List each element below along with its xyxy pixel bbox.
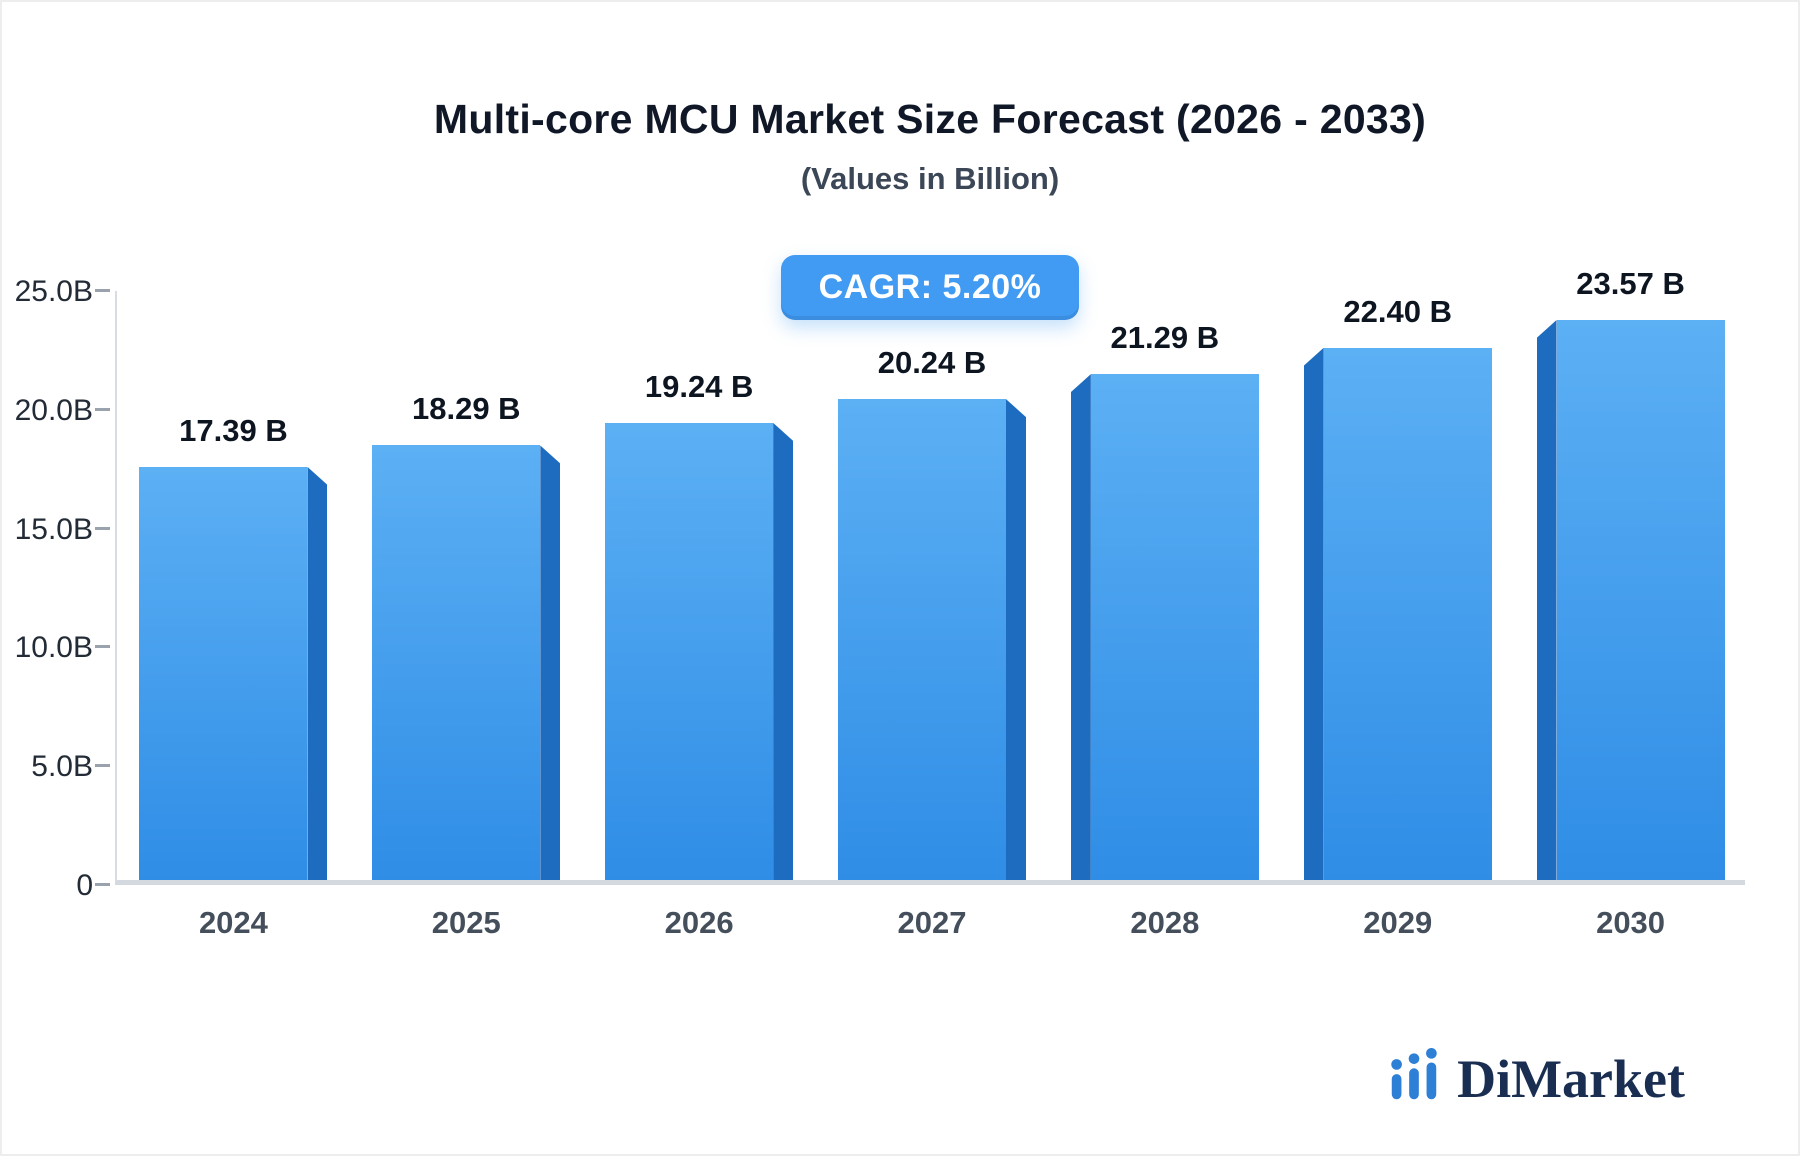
y-tick-label: 15.0B bbox=[14, 512, 93, 546]
y-tick-label: 10.0B bbox=[14, 631, 93, 665]
bar-chart-icon bbox=[1391, 1048, 1437, 1100]
brand-name: DiMarket bbox=[1457, 1049, 1685, 1109]
bar-face bbox=[139, 466, 308, 880]
bar-value-label: 18.29 B bbox=[411, 391, 521, 427]
x-tick-label: 2029 bbox=[1363, 905, 1433, 940]
bar-value-label: 20.24 B bbox=[877, 345, 987, 381]
cagr-badge: CAGR: 5.20% bbox=[780, 255, 1080, 320]
chart-title: Multi-core MCU Market Size Forecast (202… bbox=[433, 96, 1427, 142]
bar bbox=[838, 399, 1026, 880]
bar bbox=[372, 445, 561, 880]
bar-value-label: 23.57 B bbox=[1576, 265, 1685, 301]
y-tick-mark bbox=[95, 645, 110, 649]
bar-value-label: 21.29 B bbox=[1110, 320, 1220, 356]
cagr-label: CAGR: 5.20% bbox=[818, 268, 1042, 306]
bar-side bbox=[1303, 347, 1324, 880]
bar-side bbox=[540, 445, 561, 880]
bar-side bbox=[1006, 399, 1026, 880]
bar-face bbox=[372, 445, 541, 880]
bar-face bbox=[1556, 319, 1725, 880]
bar-face bbox=[1323, 347, 1492, 880]
brand-logo: DiMarket bbox=[1385, 1048, 1685, 1106]
y-tick-mark bbox=[95, 407, 110, 411]
bar-side bbox=[773, 422, 794, 880]
bar bbox=[605, 422, 794, 880]
y-tick-label: 0 bbox=[76, 869, 93, 902]
cagr-badge-row: CAGR: 5.20% bbox=[115, 255, 1745, 320]
bar-face bbox=[838, 399, 1006, 880]
bar-value-label: 19.24 B bbox=[644, 368, 754, 404]
bar-side bbox=[1536, 319, 1557, 880]
y-tick-mark bbox=[95, 526, 110, 530]
y-tick-label: 25.0B bbox=[14, 275, 93, 308]
x-tick-label: 2027 bbox=[897, 905, 967, 940]
chart-header: Multi-core MCU Market Size Forecast (202… bbox=[115, 96, 1745, 197]
x-tick-label: 2024 bbox=[198, 905, 268, 940]
bar bbox=[1536, 319, 1725, 880]
bar-face bbox=[1090, 374, 1259, 880]
x-tick-label: 2030 bbox=[1596, 905, 1666, 940]
bar bbox=[139, 466, 328, 880]
y-tick-label: 20.0B bbox=[14, 393, 93, 427]
bar-side bbox=[307, 466, 328, 880]
x-tick-label: 2026 bbox=[664, 905, 734, 940]
bar-value-label: 22.40 B bbox=[1343, 293, 1452, 329]
y-tick-label: 5.0B bbox=[31, 750, 93, 784]
chart-subtitle: (Values in Billion) bbox=[800, 161, 1060, 196]
plot-area: 0 5.0B 10.0B 15.0B 20.0B 25.0B 17.39 B 2024 18.2… bbox=[15, 266, 1745, 940]
x-tick-label: 2025 bbox=[431, 905, 501, 940]
y-tick-mark bbox=[95, 289, 110, 292]
bar-side bbox=[1070, 374, 1091, 880]
x-tick-label: 2028 bbox=[1130, 905, 1200, 940]
bar-face bbox=[605, 422, 774, 880]
bar-value-label: 17.39 B bbox=[179, 412, 288, 448]
bar bbox=[1303, 347, 1492, 880]
bar bbox=[1070, 374, 1259, 880]
y-tick-mark bbox=[95, 883, 110, 886]
y-tick-mark bbox=[95, 764, 110, 768]
